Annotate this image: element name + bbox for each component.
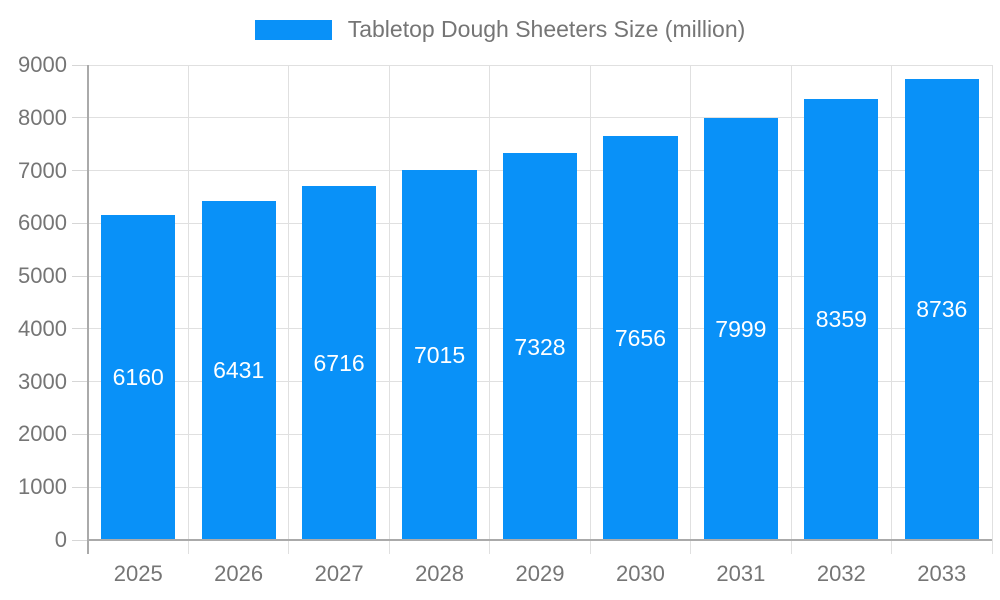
y-axis-label: 0 bbox=[54, 527, 67, 552]
y-axis-tick bbox=[72, 486, 88, 488]
gridline-horizontal bbox=[88, 64, 992, 66]
x-axis-label: 2033 bbox=[917, 561, 967, 586]
bar[interactable] bbox=[101, 214, 176, 540]
bar[interactable] bbox=[502, 153, 578, 540]
bar[interactable] bbox=[904, 78, 979, 540]
gridline-vertical bbox=[187, 65, 189, 554]
y-axis-tick bbox=[72, 381, 88, 383]
x-axis-label: 2026 bbox=[214, 561, 264, 586]
chart-legend-item[interactable]: Tabletop Dough Sheeters Size (million) bbox=[0, 16, 1000, 43]
y-axis-tick bbox=[72, 64, 88, 66]
bar[interactable] bbox=[402, 169, 477, 540]
bar[interactable] bbox=[603, 135, 678, 540]
gridline-vertical bbox=[991, 65, 993, 554]
x-axis-label: 2030 bbox=[615, 561, 665, 586]
y-axis-label: 7000 bbox=[18, 157, 67, 183]
legend-label: Tabletop Dough Sheeters Size (million) bbox=[347, 16, 746, 42]
bar[interactable] bbox=[201, 200, 276, 540]
gridline-vertical bbox=[489, 65, 491, 554]
y-axis-tick bbox=[72, 117, 88, 119]
y-axis-label: 8000 bbox=[18, 104, 67, 130]
x-axis-label: 2025 bbox=[113, 561, 163, 586]
legend-swatch-icon bbox=[254, 19, 332, 40]
bar[interactable] bbox=[703, 117, 779, 540]
x-axis-label: 2027 bbox=[314, 561, 364, 586]
y-axis-label: 2000 bbox=[18, 421, 67, 447]
y-axis-label: 4000 bbox=[18, 315, 67, 341]
gridline-vertical bbox=[589, 65, 591, 554]
y-axis-tick bbox=[72, 275, 88, 277]
y-axis-tick bbox=[72, 170, 88, 172]
y-axis-line bbox=[87, 65, 89, 554]
x-axis-label: 2029 bbox=[515, 561, 565, 586]
x-axis-label: 2032 bbox=[816, 561, 866, 586]
bar[interactable] bbox=[301, 185, 377, 540]
y-axis-label: 5000 bbox=[18, 263, 67, 289]
y-axis-tick bbox=[72, 222, 88, 224]
y-axis-label: 9000 bbox=[18, 52, 67, 77]
y-axis-tick bbox=[72, 328, 88, 330]
y-axis-label: 3000 bbox=[18, 368, 67, 394]
y-axis-label: 1000 bbox=[18, 474, 67, 500]
bar[interactable] bbox=[804, 98, 879, 540]
y-axis-label: 6000 bbox=[18, 210, 67, 236]
x-axis-label: 2028 bbox=[415, 561, 465, 586]
y-axis-tick bbox=[72, 433, 88, 435]
gridline-vertical bbox=[891, 65, 893, 554]
gridline-vertical bbox=[690, 65, 692, 554]
y-axis-tick bbox=[72, 539, 88, 541]
gridline-vertical bbox=[790, 65, 792, 554]
gridline-vertical bbox=[388, 65, 390, 554]
x-axis-label: 2031 bbox=[716, 561, 766, 586]
gridline-vertical bbox=[288, 65, 290, 554]
